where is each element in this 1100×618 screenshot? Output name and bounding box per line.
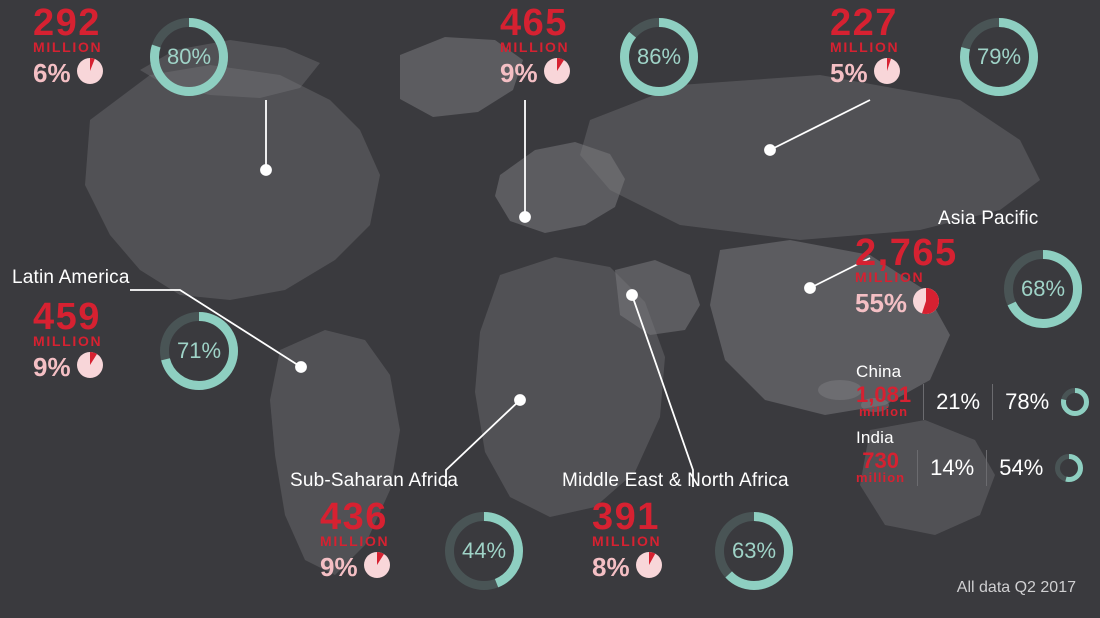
stat-sub-saharan: 436MILLION 9%	[320, 500, 390, 583]
sub_saharan-pie-icon	[364, 552, 390, 583]
sub_saharan-donut: 44%	[445, 512, 523, 590]
cis-unit: MILLION	[830, 40, 900, 54]
europe-unit: MILLION	[500, 40, 570, 54]
india-unit: million	[856, 472, 905, 484]
north_america-value: 292	[33, 6, 103, 40]
asia_pacific-donut: 68%	[1004, 250, 1082, 328]
sub_saharan-share: 9%	[320, 552, 358, 583]
europe-donut: 86%	[620, 18, 698, 96]
cis-pie-icon	[874, 58, 900, 89]
north_america-share: 6%	[33, 58, 71, 89]
china-share: 21%	[936, 389, 980, 415]
latin_america-value: 459	[33, 300, 103, 334]
divider-icon	[917, 450, 918, 486]
stat-north-america: 292MILLION 6%	[33, 6, 103, 89]
sub_saharan-unit: MILLION	[320, 534, 390, 548]
subrow-china: 1,081million 21% 78%	[856, 384, 1089, 420]
stat-asia-pacific: 2,765MILLION55%	[855, 236, 958, 319]
latin_america-donut-pct: 71%	[160, 312, 238, 390]
label-sub-saharan: Sub-Saharan Africa	[290, 470, 458, 492]
europe-value: 465	[500, 6, 570, 40]
europe-share: 9%	[500, 58, 538, 89]
mena-donut-pct: 63%	[715, 512, 793, 590]
latin_america-unit: MILLION	[33, 334, 103, 348]
label-china: China	[856, 362, 901, 382]
stat-cis: 227MILLION 5%	[830, 6, 900, 89]
asia_pacific-donut-pct: 68%	[1004, 250, 1082, 328]
cis-donut: 79%	[960, 18, 1038, 96]
north_america-pie-icon	[77, 58, 103, 89]
europe-pie-icon	[544, 58, 570, 89]
divider-icon	[992, 384, 993, 420]
north_america-donut: 80%	[150, 18, 228, 96]
label-latin-america: Latin America	[12, 267, 130, 289]
europe-donut-pct: 86%	[620, 18, 698, 96]
india-share: 14%	[930, 455, 974, 481]
latin_america-pie-icon	[77, 352, 103, 383]
mena-unit: MILLION	[592, 534, 662, 548]
label-asia-pacific: Asia Pacific	[938, 208, 1038, 230]
india-donut	[1055, 454, 1083, 482]
mena-value: 391	[592, 500, 662, 534]
north_america-unit: MILLION	[33, 40, 103, 54]
sub_saharan-value: 436	[320, 500, 390, 534]
mena-pie-icon	[636, 552, 662, 583]
divider-icon	[923, 384, 924, 420]
india-donut-pct: 54%	[999, 455, 1043, 481]
cis-donut-pct: 79%	[960, 18, 1038, 96]
latin_america-donut: 71%	[160, 312, 238, 390]
north_america-donut-pct: 80%	[150, 18, 228, 96]
footer-note: All data Q2 2017	[957, 579, 1076, 597]
asia_pacific-pie-icon	[913, 288, 939, 319]
label-mena: Middle East & North Africa	[562, 470, 789, 492]
mena-share: 8%	[592, 552, 630, 583]
asia_pacific-value: 2,765	[855, 236, 958, 270]
label-india: India	[856, 428, 894, 448]
cis-share: 5%	[830, 58, 868, 89]
cis-value: 227	[830, 6, 900, 40]
china-donut	[1061, 388, 1089, 416]
stat-europe: 465MILLION 9%	[500, 6, 570, 89]
latin_america-share: 9%	[33, 352, 71, 383]
asia_pacific-share: 55%	[855, 288, 907, 319]
stat-latin-america: 459MILLION 9%	[33, 300, 103, 383]
sub_saharan-donut-pct: 44%	[445, 512, 523, 590]
mena-donut: 63%	[715, 512, 793, 590]
subrow-india: 730million 14% 54%	[856, 450, 1083, 486]
divider-icon	[986, 450, 987, 486]
stat-mena: 391MILLION 8%	[592, 500, 662, 583]
china-unit: million	[856, 406, 911, 418]
china-donut-pct: 78%	[1005, 389, 1049, 415]
